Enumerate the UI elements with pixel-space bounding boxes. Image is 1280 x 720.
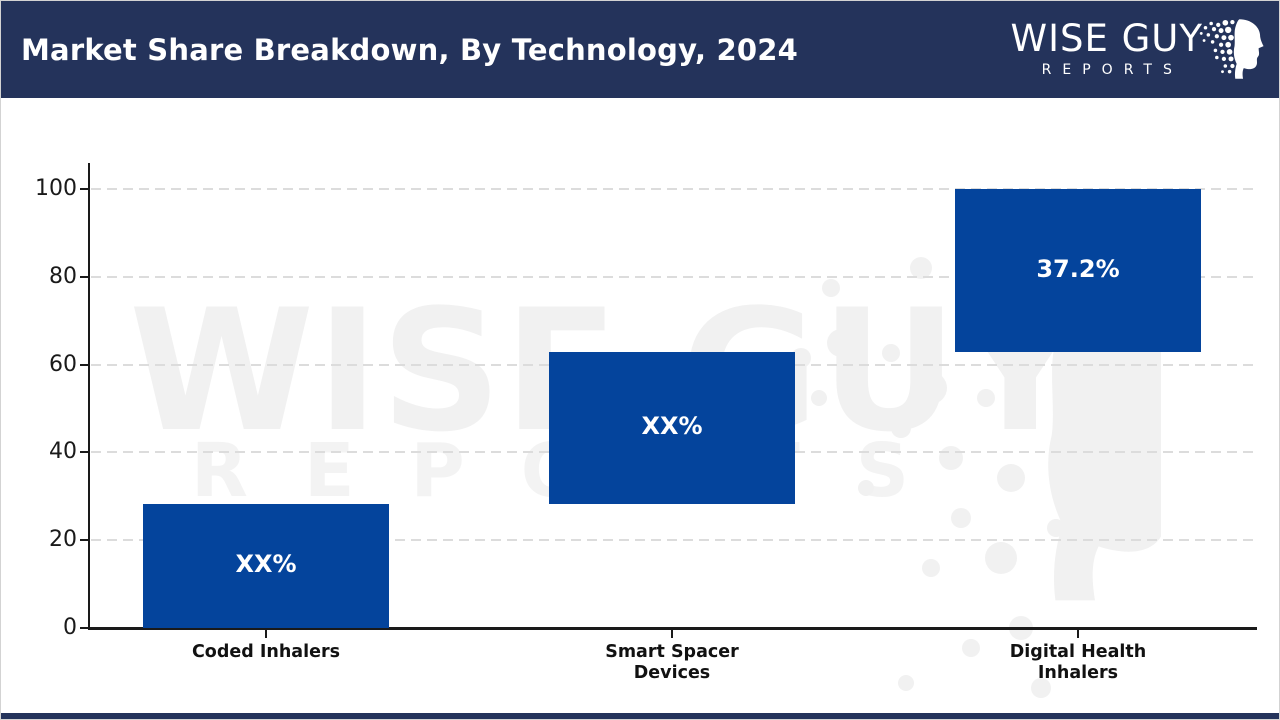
category-label-line: Devices [633, 663, 711, 683]
category-label-2: Smart Spacer Devices [522, 642, 822, 684]
logo-face-icon [1199, 19, 1264, 79]
category-label-1: Coded Inhalers [116, 642, 416, 663]
header-bar: Market Share Breakdown, By Technology, 2… [1, 1, 1279, 98]
category-label-3: Digital Health Inhalers [928, 642, 1228, 684]
y-tick-label-100: 100 [35, 176, 77, 201]
bar-value-label: 37.2% [1036, 254, 1120, 283]
wiseguy-logo: WISE GUY REPORTS [1011, 7, 1265, 91]
footer-bar [1, 713, 1279, 719]
y-tick-label-40: 40 [49, 439, 77, 465]
y-tick-label-0: 0 [63, 615, 77, 640]
bar-coded-inhalers: XX% [143, 504, 389, 628]
y-tick-100 [80, 188, 88, 190]
x-axis-spine [88, 627, 1257, 630]
gridline-100 [91, 188, 1254, 190]
y-tick-20 [80, 539, 88, 542]
gridline-80 [91, 275, 1254, 278]
y-tick-label-80: 80 [49, 263, 77, 289]
bar-smart-spacer-devices: XX% [549, 352, 795, 505]
logo-text: WISE GUY REPORTS [1011, 19, 1203, 79]
logo-wordmark: WISE GUY [1010, 17, 1203, 60]
bar-digital-health-inhalers: 37.2% [955, 189, 1201, 353]
bar-value-label: XX% [641, 412, 703, 441]
x-tick-1 [265, 630, 267, 638]
y-tick-40 [80, 451, 88, 454]
y-tick-0 [80, 627, 88, 629]
category-label-line: Digital Health [1009, 642, 1147, 662]
category-label-line: Smart Spacer [605, 642, 739, 662]
y-tick-label-60: 60 [49, 351, 77, 377]
y-tick-label-20: 20 [49, 527, 77, 553]
gridline-20 [91, 539, 1254, 542]
chart-title: Market Share Breakdown, By Technology, 2… [21, 32, 799, 67]
x-tick-3 [1077, 630, 1079, 638]
bar-value-label: XX% [235, 550, 297, 579]
logo-subtitle: REPORTS [1041, 62, 1183, 78]
y-axis-spine [88, 163, 90, 630]
category-label-line: Inhalers [1037, 663, 1119, 683]
y-tick-60 [80, 363, 88, 366]
category-label-line: Coded Inhalers [191, 642, 341, 662]
x-tick-2 [671, 630, 673, 638]
y-tick-80 [80, 275, 88, 278]
